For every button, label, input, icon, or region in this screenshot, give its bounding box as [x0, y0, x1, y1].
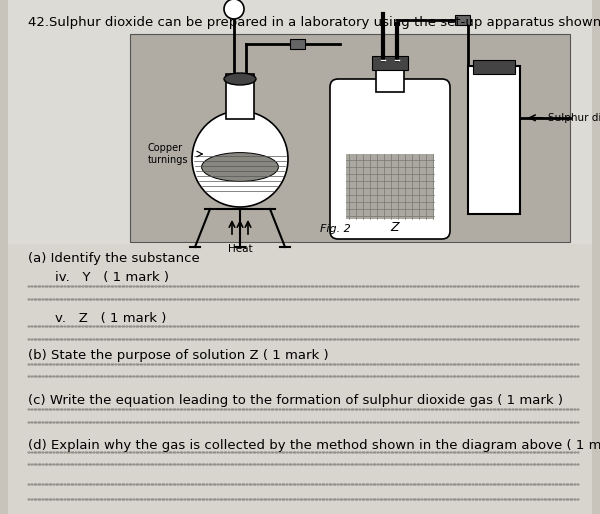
Text: (c) Write the equation leading to the formation of sulphur dioxide gas ( 1 mark : (c) Write the equation leading to the fo…	[28, 394, 563, 407]
Bar	[290, 39, 305, 49]
Bar	[8, 244, 592, 514]
Bar	[226, 74, 254, 119]
Text: (d) Explain why the gas is collected by the method shown in the diagram above ( : (d) Explain why the gas is collected by …	[28, 439, 600, 452]
Circle shape	[192, 111, 288, 207]
Bar	[130, 34, 570, 242]
Text: Copper
turnings: Copper turnings	[148, 143, 188, 165]
Circle shape	[224, 0, 244, 19]
Text: Fig. 2: Fig. 2	[320, 224, 350, 234]
Bar	[346, 154, 434, 219]
Text: Sulphur dioxide gas: Sulphur dioxide gas	[548, 113, 600, 123]
FancyBboxPatch shape	[330, 79, 450, 239]
Bar	[376, 62, 404, 92]
Text: iv.   Y   ( 1 mark ): iv. Y ( 1 mark )	[55, 271, 169, 284]
Ellipse shape	[224, 73, 256, 85]
Bar	[455, 15, 470, 25]
Bar	[468, 66, 520, 214]
Text: (b) State the purpose of solution Z ( 1 mark ): (b) State the purpose of solution Z ( 1 …	[28, 349, 329, 362]
Text: v.   Z   ( 1 mark ): v. Z ( 1 mark )	[55, 312, 166, 325]
Text: Z: Z	[391, 221, 400, 234]
Bar	[473, 60, 515, 74]
Text: (a) Identify the substance: (a) Identify the substance	[28, 252, 200, 265]
Text: Heat: Heat	[227, 244, 253, 254]
Ellipse shape	[202, 153, 278, 181]
Bar	[372, 56, 408, 70]
Text: 42.Sulphur dioxide can be prepared in a laboratory using the set-up apparatus sh: 42.Sulphur dioxide can be prepared in a …	[28, 16, 600, 29]
